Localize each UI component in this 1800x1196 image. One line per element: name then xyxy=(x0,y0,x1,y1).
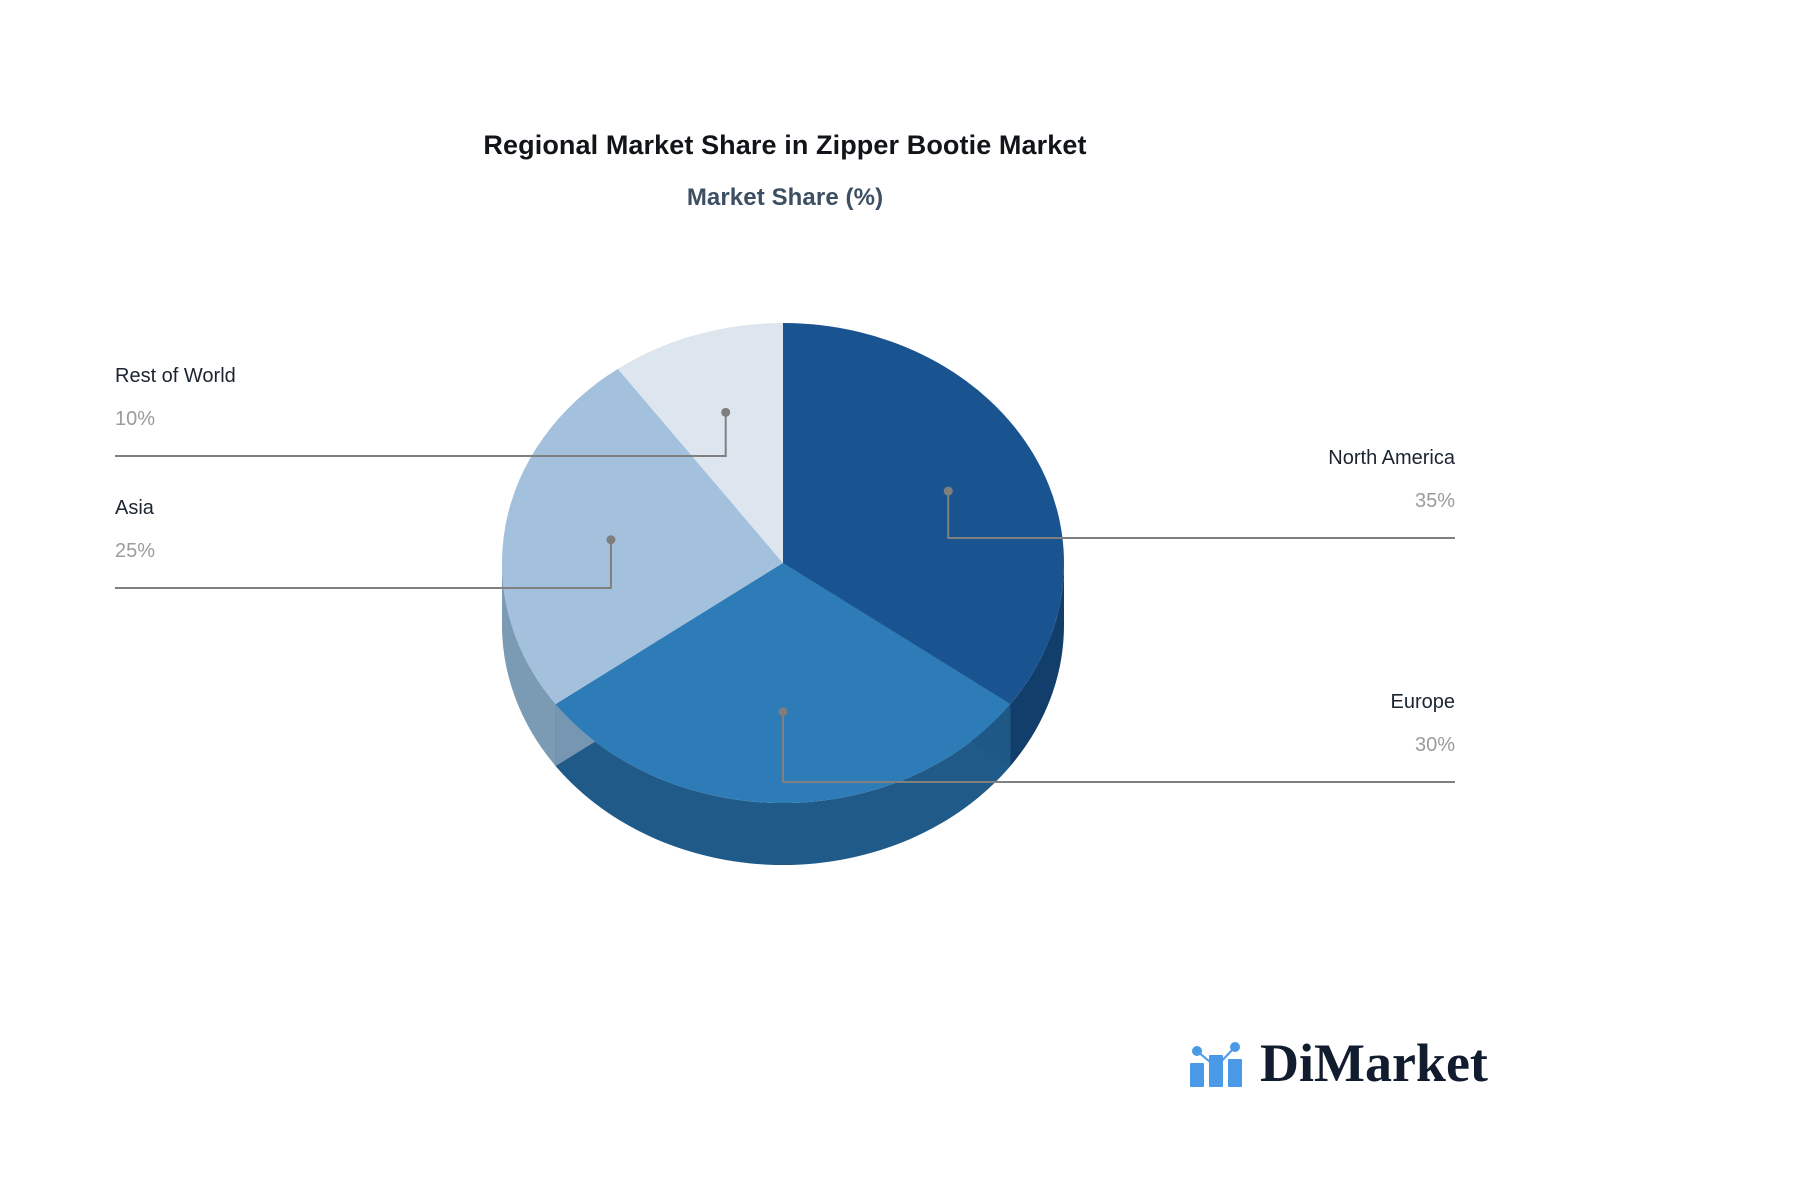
callout-label: Rest of World xyxy=(115,365,236,387)
pie-slices-group xyxy=(501,323,1064,866)
callout-label: Europe xyxy=(1390,691,1456,713)
leader-line-rest-of-world xyxy=(115,412,727,457)
leader-lines-group xyxy=(115,407,1455,783)
callout-value: 10% xyxy=(115,408,156,430)
leader-line-europe xyxy=(782,711,1455,783)
callout-asia: Asia 25% xyxy=(115,498,415,561)
bar-chart-with-trendline-icon xyxy=(1188,1037,1246,1089)
page-title: Regional Market Share in Zipper Bootie M… xyxy=(483,130,1087,160)
callout-north-america: North America 35% xyxy=(1160,448,1455,511)
callout-label: North America xyxy=(1328,447,1455,469)
leader-line-north-america xyxy=(947,491,1455,539)
logo-wordmark: DiMarket xyxy=(1260,1033,1488,1093)
pie-slice-rest-of-world[interactable] xyxy=(617,323,783,563)
callout-europe: Europe 30% xyxy=(1160,691,1456,756)
pie-slice-side-asia xyxy=(502,563,556,767)
pie-slice-europe[interactable] xyxy=(555,563,1011,804)
callout-label: Asia xyxy=(115,497,154,519)
leader-dot-marker xyxy=(606,535,616,545)
pie-slice-asia[interactable] xyxy=(501,368,783,705)
leader-dot-marker xyxy=(943,486,953,496)
callout-rest-of-world: Rest of World 10% xyxy=(115,366,415,429)
callout-value: 35% xyxy=(1414,490,1455,512)
callout-value: 30% xyxy=(1414,734,1455,756)
dimarket-logo: DiMarket xyxy=(1188,1036,1488,1090)
callout-value: 25% xyxy=(115,540,156,562)
leader-line-asia xyxy=(115,539,612,589)
leader-dot-marker xyxy=(721,407,731,417)
pie-slice-side-europe xyxy=(555,704,1011,866)
pie-slice-north-america[interactable] xyxy=(783,323,1064,705)
leader-dot-marker xyxy=(778,707,788,717)
chart-subtitle: Market Share (%) xyxy=(686,184,884,211)
pie-slice-side-north-america xyxy=(1010,563,1064,767)
